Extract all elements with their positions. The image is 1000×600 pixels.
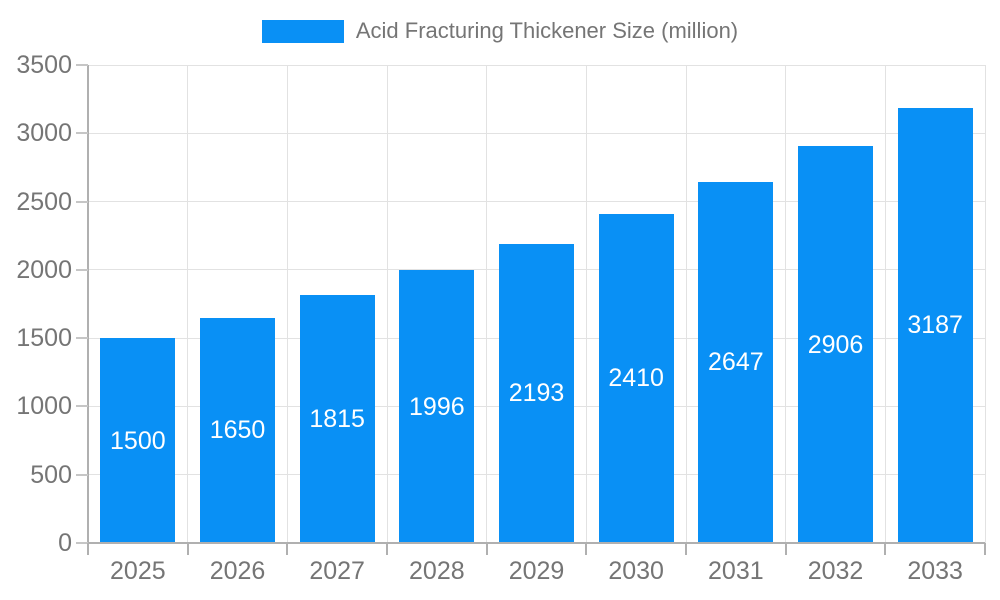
x-axis-tick-label: 2031 [708, 557, 764, 585]
y-axis-tick-label: 2500 [16, 187, 72, 216]
bar: 2647 [698, 181, 774, 543]
x-axis-tick-label: 2029 [508, 557, 565, 585]
y-axis-tick-label: 2000 [16, 255, 72, 284]
y-axis-tick-label: 3000 [16, 119, 72, 148]
x-gridline [187, 65, 189, 543]
bar: 1650 [200, 317, 275, 543]
y-gridline [88, 132, 985, 134]
y-axis-tick-label: 3500 [16, 51, 72, 79]
x-axis-tick [884, 543, 887, 555]
x-axis-tick [87, 543, 89, 555]
x-axis-tick [585, 543, 588, 555]
bar: 1815 [299, 295, 375, 543]
bar-value-label: 1500 [110, 426, 166, 455]
legend-swatch [261, 19, 344, 43]
y-axis-line [87, 65, 89, 555]
plot-area: 1500 1650 1815 1996 2193 2410 2647 2906 3187 [88, 64, 986, 543]
bar: 2193 [499, 243, 574, 543]
y-axis-tick-label: 1500 [16, 324, 72, 353]
bar-value-label: 1815 [309, 405, 365, 434]
bar: 2410 [598, 213, 674, 543]
bar-value-label: 2906 [807, 330, 864, 359]
y-axis-tick-label: 1000 [16, 392, 72, 421]
x-gridline [486, 65, 488, 543]
bar: 3187 [897, 107, 973, 543]
y-axis-tick [76, 473, 88, 476]
y-axis-tick-label: 500 [30, 460, 72, 489]
x-axis-line [88, 542, 985, 544]
x-axis-tick-label: 2025 [110, 557, 166, 585]
y-axis-tick [76, 542, 88, 544]
x-gridline [785, 65, 787, 543]
legend-label: Acid Fracturing Thickener Size (million) [355, 18, 739, 43]
y-axis-tick [76, 405, 88, 408]
x-axis-tick-label: 2027 [309, 557, 365, 585]
x-axis-tick [984, 543, 986, 555]
bar: 1996 [399, 270, 475, 543]
x-axis-tick-label: 2032 [807, 557, 864, 585]
bar-value-label: 2193 [508, 379, 565, 408]
y-gridline [88, 64, 985, 66]
x-gridline [884, 65, 886, 543]
x-axis-tick [685, 543, 687, 555]
y-axis-tick-label: 0 [58, 529, 72, 557]
y-axis-tick [76, 268, 88, 271]
bar-value-label: 3187 [907, 311, 963, 340]
x-gridline [286, 65, 288, 543]
bar-value-label: 2410 [608, 364, 664, 393]
y-axis-tick [76, 337, 88, 340]
bar-value-label: 1996 [409, 392, 465, 421]
x-axis-tick [485, 543, 488, 555]
bar-value-label: 2647 [708, 348, 764, 377]
y-axis-tick [76, 200, 88, 203]
y-axis-tick [76, 64, 88, 66]
x-axis-tick-label: 2028 [409, 557, 465, 585]
bar: 1500 [100, 338, 176, 543]
bar-value-label: 1650 [209, 416, 266, 445]
x-axis-tick-label: 2026 [209, 557, 266, 585]
x-axis-tick [186, 543, 189, 555]
y-gridline [88, 201, 985, 203]
y-axis-tick [76, 132, 88, 135]
x-axis-tick [286, 543, 289, 555]
x-gridline [386, 65, 388, 543]
bar: 2906 [798, 146, 873, 543]
x-axis-tick [386, 543, 388, 555]
legend: Acid Fracturing Thickener Size (million) [0, 18, 1000, 44]
x-gridline [585, 65, 587, 543]
x-axis-tick-label: 2030 [608, 557, 664, 585]
x-gridline [984, 65, 986, 543]
x-axis-tick-label: 2033 [907, 557, 963, 585]
x-gridline [685, 65, 687, 543]
x-axis-tick [784, 543, 787, 555]
